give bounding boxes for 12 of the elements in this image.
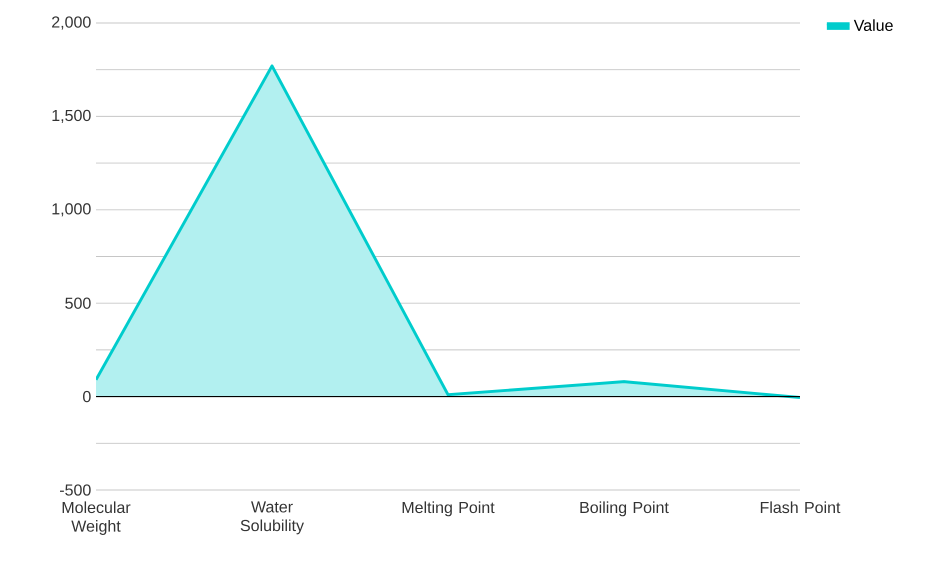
y-tick-label: 500 xyxy=(65,298,91,309)
x-tick-label: Melting Point xyxy=(402,501,495,516)
x-tick-label: Flash Point xyxy=(760,501,840,514)
y-tick-label: -500 xyxy=(60,484,91,496)
legend-label: Value xyxy=(854,19,893,31)
y-tick-label: 0 xyxy=(83,390,91,402)
x-tick-label: Water Solubility xyxy=(240,501,304,534)
text: 2,000 xyxy=(52,16,91,30)
x-tick-label: Boiling Point xyxy=(580,501,669,516)
x-tick-label: Molecular Weight xyxy=(62,501,130,535)
text: 1,500 xyxy=(52,110,91,124)
text: 1,000 xyxy=(52,203,91,216)
